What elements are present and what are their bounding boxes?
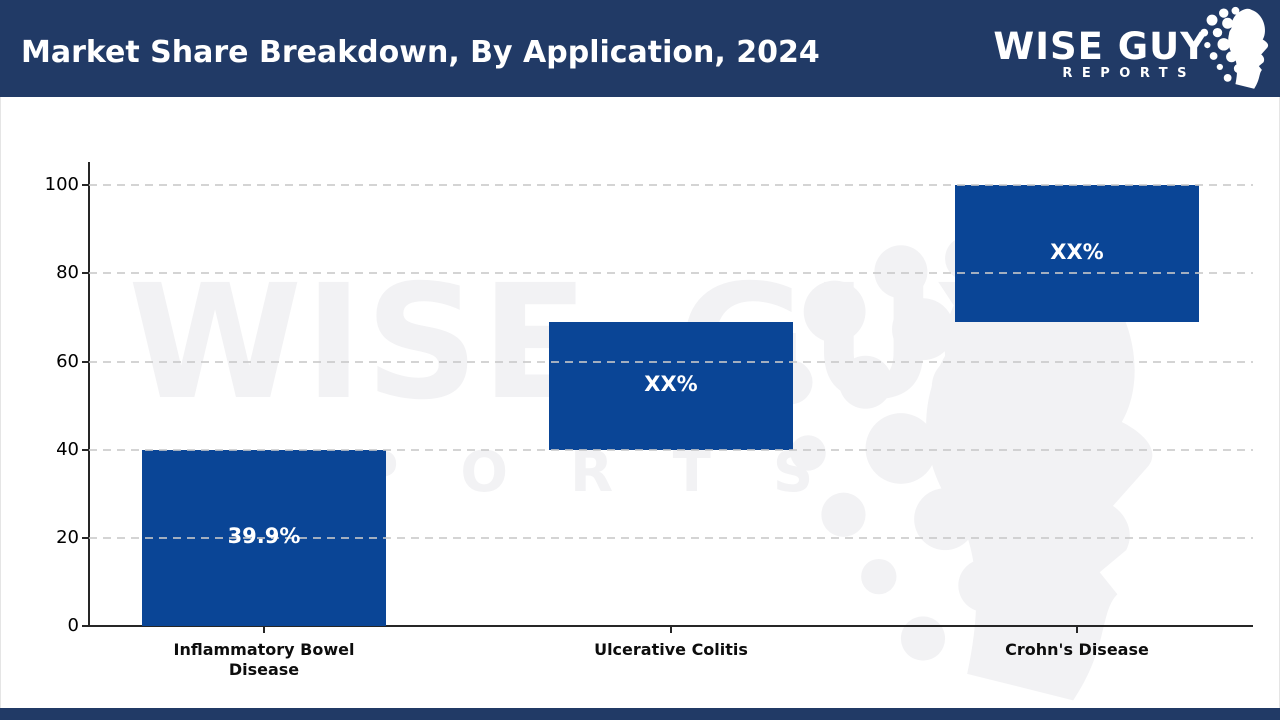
x-tick-mark xyxy=(670,627,672,633)
footer-bar xyxy=(0,708,1280,720)
y-tick-label: 100 xyxy=(44,174,79,196)
y-tick-label: 80 xyxy=(56,262,79,284)
y-tick-label: 20 xyxy=(56,526,79,548)
bar-value-label: XX% xyxy=(644,372,698,397)
logo-subtitle: REPORTS xyxy=(1062,66,1196,81)
x-tick-mark xyxy=(1076,627,1078,633)
header-bar: Market Share Breakdown, By Application, … xyxy=(0,0,1280,97)
y-tick-mark xyxy=(82,448,89,451)
y-tick-label: 40 xyxy=(56,438,79,460)
gridline xyxy=(89,448,1253,451)
y-tick-mark xyxy=(82,272,89,275)
bar-segment xyxy=(549,321,793,451)
gridline xyxy=(89,536,1253,539)
bar-value-label: XX% xyxy=(1050,239,1104,264)
y-tick-label: 0 xyxy=(67,615,79,636)
logo-face-icon xyxy=(1200,6,1269,89)
x-tick-mark xyxy=(263,627,265,633)
bar-segment xyxy=(955,185,1199,322)
y-axis-line xyxy=(88,162,90,627)
y-tick-mark xyxy=(82,625,89,627)
chart-title: Market Share Breakdown, By Application, … xyxy=(21,35,820,70)
y-tick-mark xyxy=(82,184,89,187)
x-axis-label: Ulcerative Colitis xyxy=(594,640,748,659)
bar-value-label: 39.9% xyxy=(227,524,301,549)
x-axis-label: Crohn's Disease xyxy=(1005,640,1149,659)
gridline xyxy=(89,360,1253,363)
gridline xyxy=(89,184,1253,187)
x-axis-label: Inflammatory Bowel Disease xyxy=(173,640,355,679)
y-tick-mark xyxy=(82,536,89,539)
y-tick-mark xyxy=(82,360,89,363)
y-tick-label: 60 xyxy=(56,350,79,372)
gridline xyxy=(89,272,1253,275)
x-axis-line xyxy=(88,625,1253,627)
logo-wordmark: WISE GUY xyxy=(993,25,1208,68)
